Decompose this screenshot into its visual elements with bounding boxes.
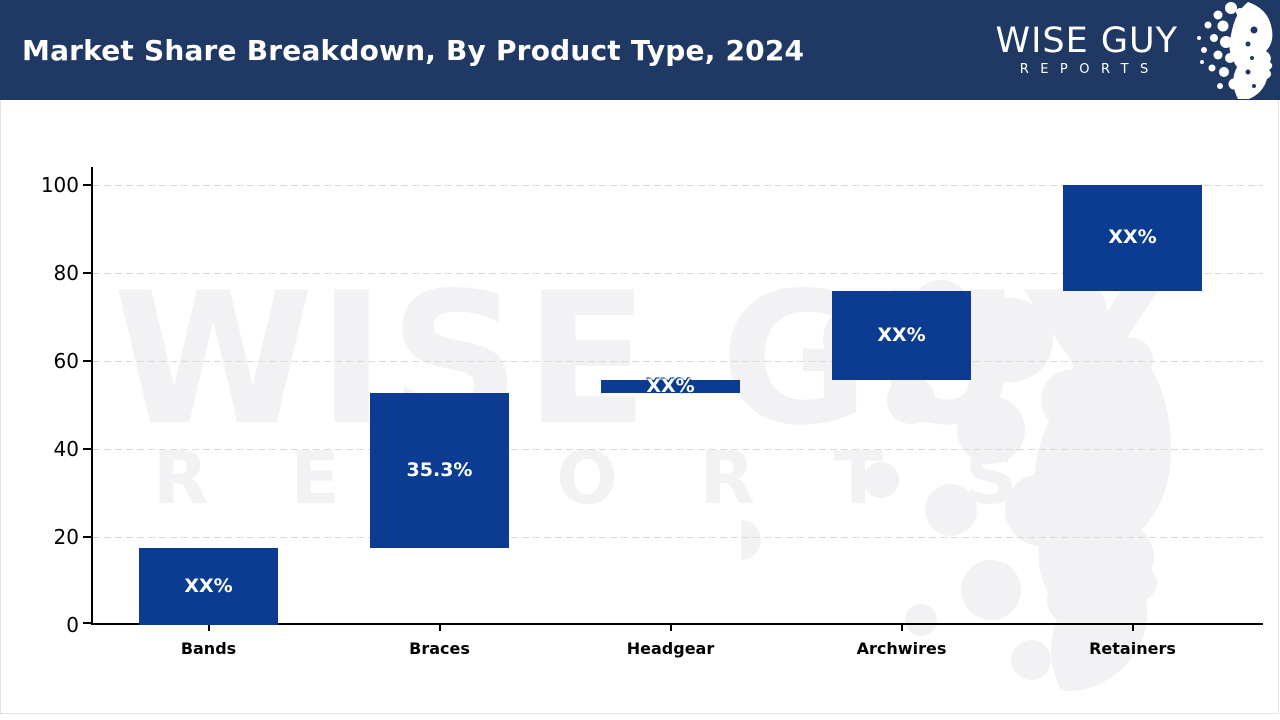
grid-line bbox=[93, 448, 1263, 450]
chart-area: WISE GUY REPORTS 0 20 40 60 80 100 XX% Bands 35.… bbox=[0, 100, 1279, 714]
grid-line bbox=[93, 536, 1263, 538]
x-tick-label-braces: Braces bbox=[409, 639, 470, 658]
bar-braces: 35.3% bbox=[370, 393, 509, 549]
y-tick-label: 60 bbox=[53, 349, 79, 373]
grid-line bbox=[93, 360, 1263, 362]
grid-line bbox=[93, 184, 1263, 186]
x-tick-label-archwires: Archwires bbox=[856, 639, 947, 658]
x-tick-label-headgear: Headgear bbox=[626, 639, 715, 658]
bar-bands: XX% bbox=[139, 548, 278, 625]
bar-retainers: XX% bbox=[1063, 185, 1202, 291]
y-tick-label: 80 bbox=[53, 261, 79, 285]
y-tick-label: 0 bbox=[66, 613, 79, 637]
wise-guy-logo: WISE GUY REPORTS bbox=[995, 0, 1280, 100]
bar-value-label: XX% bbox=[1108, 226, 1157, 249]
y-axis-tick bbox=[83, 622, 91, 624]
grid-line bbox=[93, 272, 1263, 274]
y-axis-tick bbox=[83, 448, 91, 450]
x-tick-label-retainers: Retainers bbox=[1089, 639, 1176, 658]
chart-title: Market Share Breakdown, By Product Type,… bbox=[22, 33, 805, 67]
x-axis-tick bbox=[207, 625, 210, 631]
bar-value-label: XX% bbox=[184, 575, 233, 598]
y-tick-label: 100 bbox=[40, 173, 79, 197]
x-axis-tick bbox=[669, 625, 672, 631]
bar-value-label: XX% bbox=[877, 323, 926, 346]
y-tick-label: 20 bbox=[53, 525, 79, 549]
y-axis-tick bbox=[83, 184, 91, 186]
bar-value-label: 35.3% bbox=[406, 459, 473, 482]
x-axis-tick bbox=[438, 625, 441, 631]
header-bar: Market Share Breakdown, By Product Type,… bbox=[0, 0, 1280, 100]
bar-value-label: XX% bbox=[646, 375, 695, 397]
x-tick-label-bands: Bands bbox=[180, 639, 237, 658]
y-axis-tick bbox=[83, 536, 91, 538]
plot-area: 0 20 40 60 80 100 XX% Bands 35.3% Braces XX% Headge… bbox=[41, 167, 1263, 658]
logo-text-reports: REPORTS bbox=[1019, 62, 1160, 77]
y-tick-label: 40 bbox=[53, 437, 79, 461]
bar-archwires: XX% bbox=[832, 290, 971, 380]
x-axis-tick bbox=[900, 625, 903, 631]
logo-wordmark: WISE GUY REPORTS bbox=[995, 21, 1178, 78]
y-axis-tick bbox=[83, 272, 91, 274]
bar-headgear: XX% bbox=[601, 375, 740, 397]
x-axis-tick bbox=[1131, 625, 1134, 631]
logo-text-wise-guy: WISE GUY bbox=[995, 21, 1178, 61]
y-axis-tick bbox=[83, 360, 91, 362]
logo-head-icon bbox=[1197, 2, 1273, 99]
